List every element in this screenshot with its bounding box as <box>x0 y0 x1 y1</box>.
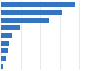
Bar <box>1 10 62 15</box>
Bar <box>1 64 3 69</box>
Bar <box>1 18 49 23</box>
Bar <box>1 33 12 38</box>
Bar <box>1 48 8 53</box>
Bar <box>1 25 20 30</box>
Bar <box>1 56 6 61</box>
Bar <box>1 41 9 46</box>
Bar <box>1 2 74 7</box>
